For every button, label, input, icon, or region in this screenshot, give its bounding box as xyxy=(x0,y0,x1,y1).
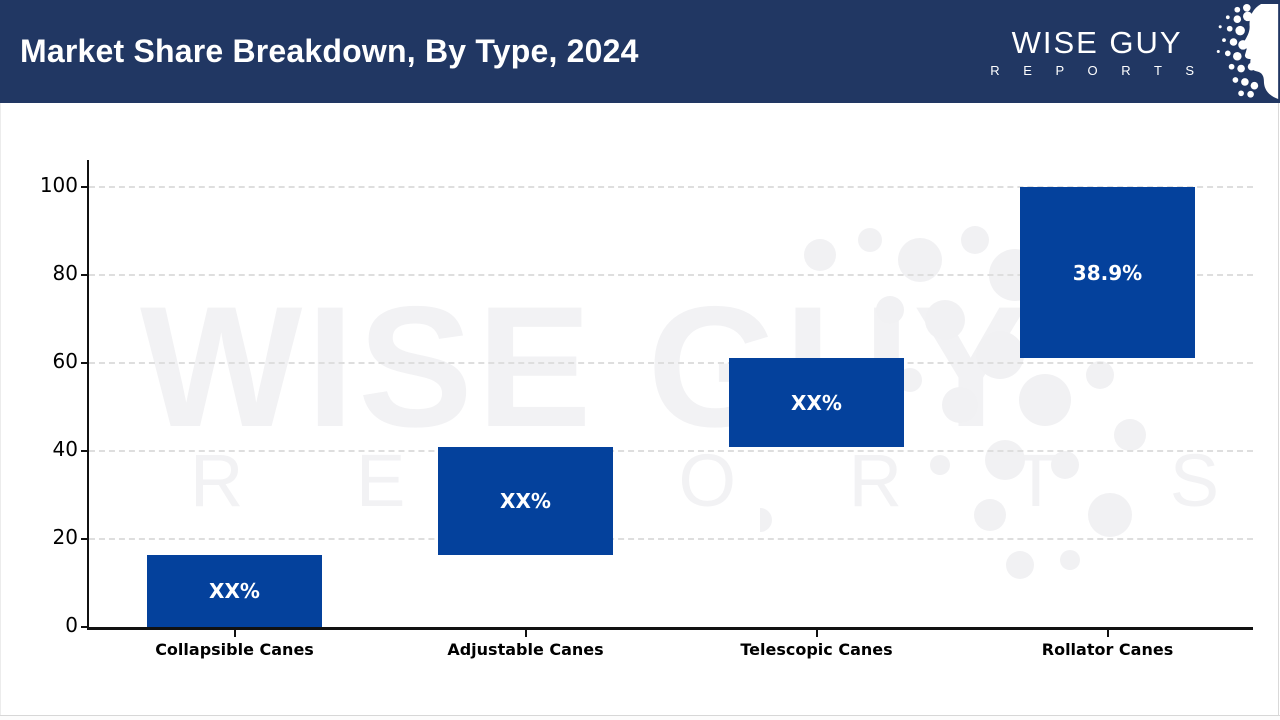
x-axis-tick xyxy=(815,630,818,637)
y-axis-tick-label: 40 xyxy=(52,437,78,461)
brand-name: WISE GUY xyxy=(1011,25,1183,60)
bar-segment: XX% xyxy=(729,358,904,448)
bottom-edge-pad xyxy=(0,716,1280,720)
y-axis-tick xyxy=(81,274,89,276)
y-gridline xyxy=(89,362,1253,364)
bottom-edge-line xyxy=(0,715,1280,716)
bar-value-label: 38.9% xyxy=(1072,260,1143,285)
bar-segment: XX% xyxy=(147,555,322,627)
bar-value-label: XX% xyxy=(209,579,260,604)
x-axis-tick xyxy=(524,630,527,637)
x-axis-tick xyxy=(1106,630,1109,637)
y-axis-tick-label: 80 xyxy=(52,261,78,285)
y-axis-tick xyxy=(81,186,89,188)
right-edge-line xyxy=(1278,103,1279,716)
y-axis-line xyxy=(87,160,89,629)
x-axis-line xyxy=(87,627,1253,630)
x-axis-tick xyxy=(233,630,236,637)
x-axis-category-label: Telescopic Canes xyxy=(740,640,893,659)
y-axis-tick-label: 0 xyxy=(65,613,78,637)
bar-segment: 38.9% xyxy=(1020,187,1195,359)
brand-logo: WISE GUY R E P O R T S xyxy=(990,0,1280,103)
y-gridline xyxy=(89,450,1253,452)
y-gridline xyxy=(89,274,1253,276)
y-gridline xyxy=(89,538,1253,540)
y-gridline xyxy=(89,186,1253,188)
x-axis-category-label: Rollator Canes xyxy=(1041,640,1174,659)
watermark-brand-subtitle: R E P O R T S xyxy=(190,439,1266,522)
brand-subtitle: R E P O R T S xyxy=(990,63,1204,78)
dotted-face-icon xyxy=(1216,4,1279,99)
y-axis-tick xyxy=(81,538,89,540)
bar-segment: XX% xyxy=(438,447,613,556)
left-edge-line xyxy=(0,103,1,716)
y-axis-tick-label: 60 xyxy=(52,349,78,373)
y-axis-tick xyxy=(81,626,89,628)
x-axis-category-label: Adjustable Canes xyxy=(447,640,604,659)
header-band: Market Share Breakdown, By Type, 2024 WI… xyxy=(0,0,1280,103)
bar-value-label: XX% xyxy=(500,489,551,514)
y-axis-tick xyxy=(81,362,89,364)
page-title: Market Share Breakdown, By Type, 2024 xyxy=(20,33,639,69)
y-axis-tick xyxy=(81,450,89,452)
y-axis-tick-label: 100 xyxy=(39,173,78,197)
x-axis-category-label: Collapsible Canes xyxy=(155,640,314,659)
brand-logo-text: WISE GUY R E P O R T S xyxy=(990,25,1204,78)
bar-value-label: XX% xyxy=(791,390,842,415)
y-axis-tick-label: 20 xyxy=(52,525,78,549)
